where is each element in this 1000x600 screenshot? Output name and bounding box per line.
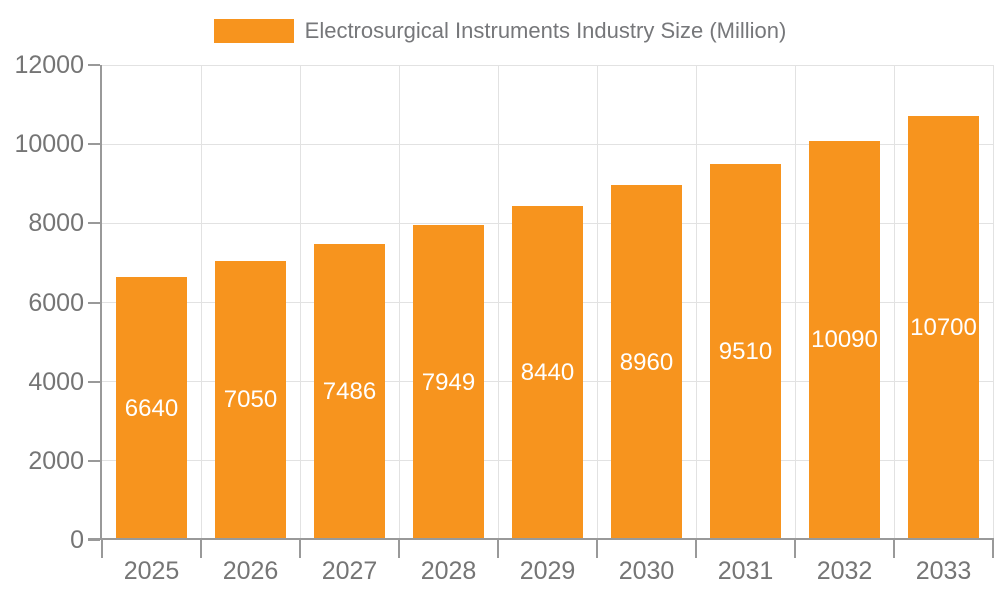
- x-gridline: [398, 65, 400, 540]
- x-axis-tick: [497, 538, 499, 558]
- y-axis-tick: [88, 380, 100, 383]
- legend-label: Electrosurgical Instruments Industry Siz…: [304, 18, 787, 43]
- x-axis-label: 2028: [420, 557, 477, 585]
- y-axis-tick: [88, 64, 100, 66]
- bar-value-label: 10090: [811, 326, 878, 354]
- y-axis-tick: [88, 222, 100, 225]
- y-axis-label: 2000: [28, 446, 84, 475]
- y-axis-line: [100, 65, 102, 540]
- x-axis-label: 2027: [321, 557, 378, 585]
- bar-value-label: 7949: [421, 368, 476, 396]
- x-axis-tick: [596, 538, 598, 558]
- bar-value-label: 7050: [223, 386, 278, 414]
- x-axis-tick: [200, 538, 202, 558]
- legend-swatch: [213, 19, 294, 43]
- y-axis-label: 10000: [14, 130, 84, 159]
- x-gridline: [200, 65, 202, 540]
- x-axis-label: 2031: [717, 557, 774, 585]
- x-gridline: [596, 65, 598, 540]
- bar-value-label: 10700: [910, 314, 977, 342]
- x-gridline: [299, 65, 301, 540]
- bar[interactable]: 8440: [512, 205, 583, 540]
- x-gridline: [992, 65, 994, 540]
- legend-item[interactable]: Electrosurgical Instruments Industry Siz…: [0, 18, 1000, 44]
- bar[interactable]: 8960: [611, 185, 682, 540]
- y-axis-label: 6000: [28, 288, 84, 317]
- y-axis-label: 4000: [28, 367, 84, 396]
- bar[interactable]: 6640: [116, 277, 187, 540]
- x-axis-label: 2026: [222, 557, 279, 585]
- x-axis-tick: [101, 538, 103, 558]
- x-axis-label: 2033: [915, 557, 972, 585]
- bar-value-label: 7486: [322, 377, 377, 405]
- y-axis-label: 12000: [14, 51, 84, 79]
- y-axis-label: 0: [70, 526, 84, 554]
- y-gridline: [102, 143, 993, 145]
- y-axis-tick: [88, 539, 100, 541]
- y-axis-label: 8000: [28, 209, 84, 238]
- x-gridline: [794, 65, 796, 540]
- bar[interactable]: 10090: [809, 140, 880, 540]
- x-axis-tick: [794, 538, 796, 558]
- y-gridline: [102, 64, 993, 66]
- x-axis-label: 2032: [816, 557, 873, 585]
- plot-area: 0 2000 4000 6000 8000 10000 12000 6640 7050 7486 7…: [14, 51, 994, 585]
- bar[interactable]: 10700: [908, 116, 979, 540]
- x-axis-label: 2030: [618, 557, 675, 585]
- bar[interactable]: 7486: [314, 243, 385, 540]
- x-axis-line: [88, 538, 993, 540]
- x-axis-tick: [893, 538, 895, 558]
- bar-value-label: 8440: [520, 358, 575, 386]
- bar-value-label: 6640: [124, 394, 179, 422]
- bar[interactable]: 7949: [413, 225, 484, 540]
- bar-value-label: 8960: [619, 348, 674, 376]
- y-axis-tick: [88, 459, 100, 462]
- x-axis-tick: [695, 538, 697, 558]
- bar-value-label: 9510: [718, 337, 773, 365]
- bar[interactable]: 7050: [215, 260, 286, 540]
- bar[interactable]: 9510: [710, 163, 781, 540]
- x-gridline: [893, 65, 895, 540]
- x-axis-tick: [299, 538, 301, 558]
- x-gridline: [497, 65, 499, 540]
- y-axis-tick: [88, 301, 100, 304]
- x-axis-label: 2029: [519, 557, 576, 585]
- x-axis-tick: [398, 538, 400, 558]
- x-gridline: [695, 65, 697, 540]
- y-axis-tick: [88, 143, 100, 146]
- x-axis-label: 2025: [123, 557, 180, 585]
- x-axis-tick: [992, 538, 994, 558]
